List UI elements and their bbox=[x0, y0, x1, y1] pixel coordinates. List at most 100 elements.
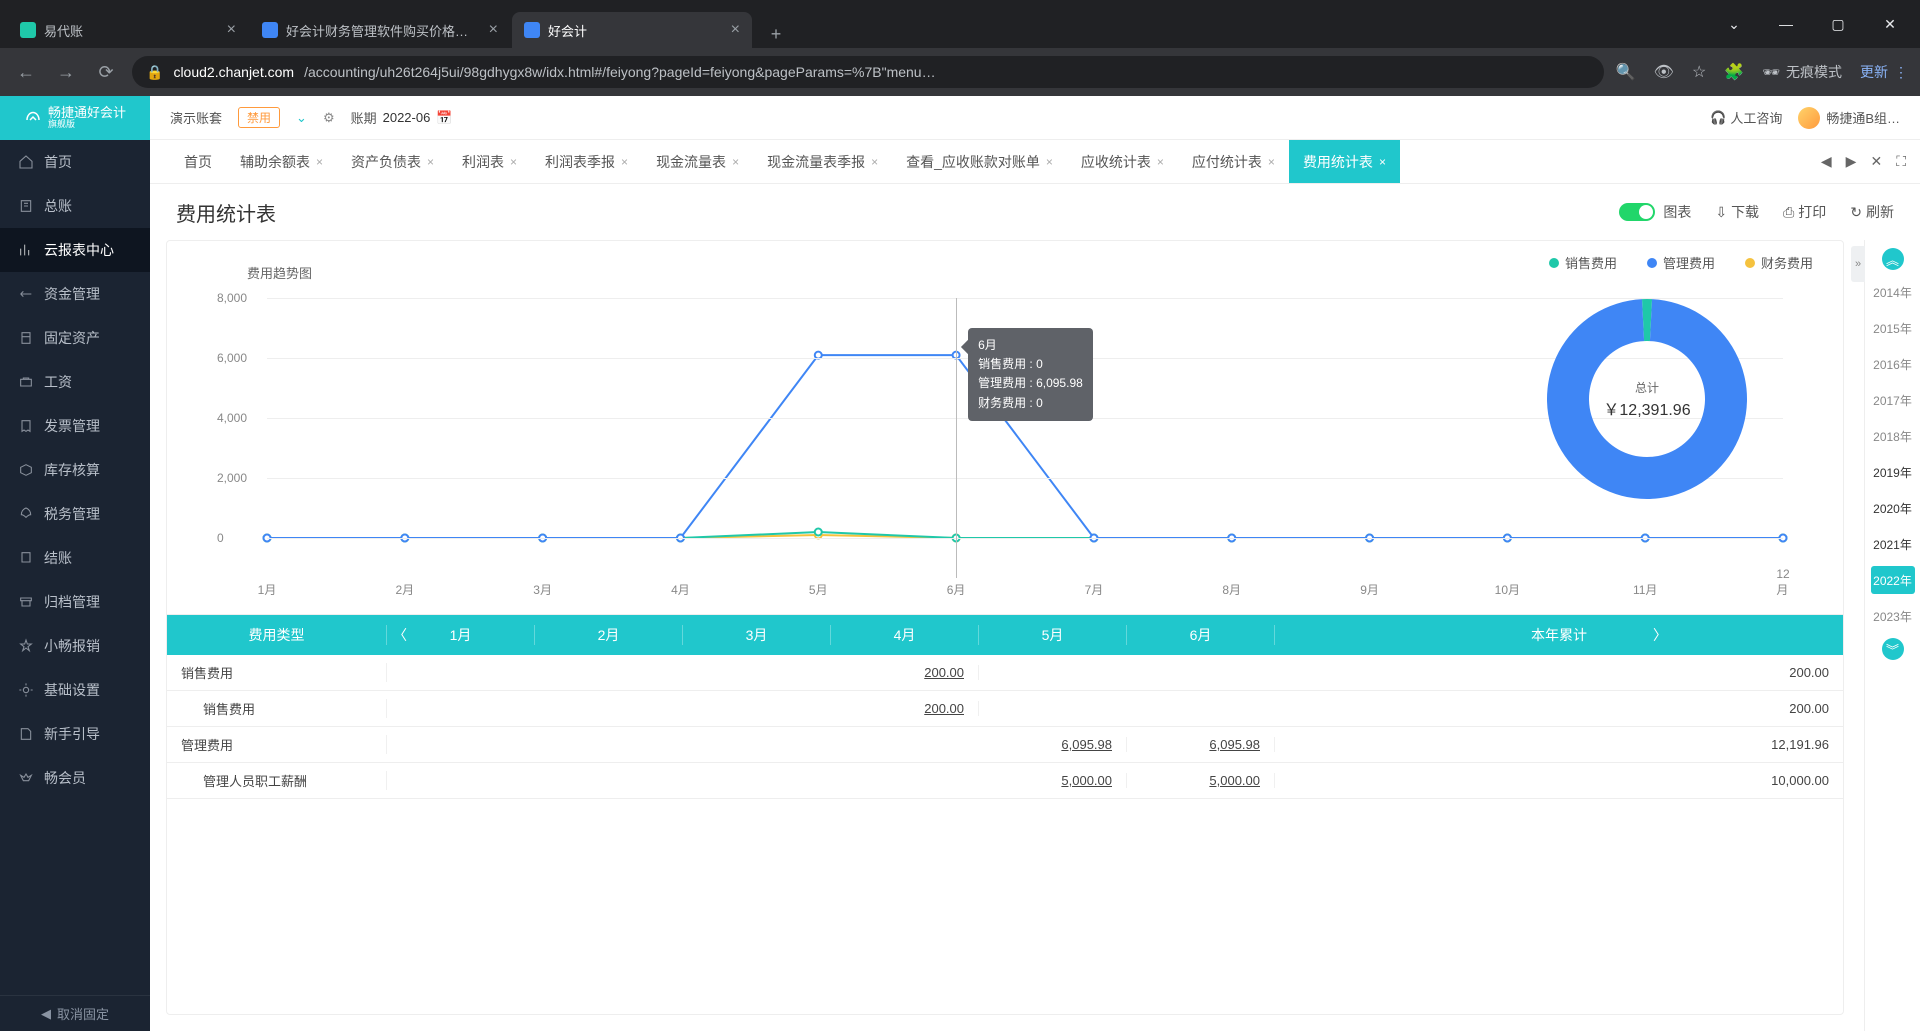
sidebar-item-home[interactable]: 首页 bbox=[0, 140, 150, 184]
apptab[interactable]: 应收统计表× bbox=[1067, 140, 1178, 183]
sidebar-item-stock[interactable]: 库存核算 bbox=[0, 448, 150, 492]
apptab-close-icon[interactable]: × bbox=[1268, 155, 1275, 169]
support-button[interactable]: 🎧 人工咨询 bbox=[1710, 108, 1782, 127]
row-cell[interactable]: 5,000.00 bbox=[979, 773, 1127, 788]
tab-close-icon[interactable]: × bbox=[731, 21, 740, 39]
table-prev-icon[interactable]: 〈 bbox=[387, 615, 413, 655]
sidebar-item-setting[interactable]: 基础设置 bbox=[0, 668, 150, 712]
period-value[interactable]: 2022-06 bbox=[383, 110, 431, 125]
year-button[interactable]: 2022年 bbox=[1871, 566, 1915, 594]
year-button[interactable]: 2017年 bbox=[1871, 386, 1915, 414]
apptab[interactable]: 费用统计表× bbox=[1289, 140, 1400, 183]
year-button[interactable]: 2018年 bbox=[1871, 422, 1915, 450]
year-button[interactable]: 2023年 bbox=[1871, 602, 1915, 630]
tabs-prev-icon[interactable]: ◀ bbox=[1821, 153, 1832, 170]
apptab[interactable]: 现金流量表季报× bbox=[753, 140, 892, 183]
address-bar[interactable]: 🔒 cloud2.chanjet.com /accounting/uh26t26… bbox=[132, 56, 1604, 88]
sidebar-item-promo[interactable]: 小畅报销 bbox=[0, 624, 150, 668]
apptab-close-icon[interactable]: × bbox=[427, 155, 434, 169]
update-button[interactable]: 更新 ⋮ bbox=[1860, 62, 1908, 82]
sidebar-item-close[interactable]: 结账 bbox=[0, 536, 150, 580]
browser-tab[interactable]: 易代账 × bbox=[8, 12, 248, 48]
legend-item[interactable]: 财务费用 bbox=[1745, 253, 1813, 272]
legend-item[interactable]: 销售费用 bbox=[1549, 253, 1617, 272]
download-button[interactable]: ⇩ 下载 bbox=[1715, 202, 1759, 222]
sidebar-item-ledger[interactable]: 总账 bbox=[0, 184, 150, 228]
y-axis-label: 8,000 bbox=[217, 291, 247, 305]
more-icon[interactable]: ⋮ bbox=[1894, 64, 1908, 81]
sidebar-item-archive[interactable]: 归档管理 bbox=[0, 580, 150, 624]
refresh-button[interactable]: ↻ 刷新 bbox=[1850, 202, 1894, 222]
browser-tab[interactable]: 好会计 × bbox=[512, 12, 752, 48]
year-scroll-down-icon[interactable]: ︾ bbox=[1882, 638, 1904, 660]
user-menu[interactable]: 畅捷通B组… bbox=[1798, 107, 1900, 129]
print-button[interactable]: ⎙ 打印 bbox=[1783, 202, 1826, 222]
row-cell[interactable]: 200.00 bbox=[831, 701, 979, 716]
apptab-close-icon[interactable]: × bbox=[1046, 155, 1053, 169]
apptab[interactable]: 利润表季报× bbox=[531, 140, 642, 183]
sidebar-item-tax[interactable]: 税务管理 bbox=[0, 492, 150, 536]
apptab[interactable]: 资产负债表× bbox=[337, 140, 448, 183]
table-next-icon[interactable]: 〉 bbox=[1647, 615, 1673, 655]
year-scroll-up-icon[interactable]: ︽ bbox=[1882, 248, 1904, 270]
legend-item[interactable]: 管理费用 bbox=[1647, 253, 1715, 272]
sidebar-item-report[interactable]: 云报表中心 bbox=[0, 228, 150, 272]
year-collapse-icon[interactable]: » bbox=[1851, 246, 1865, 282]
row-cell[interactable]: 6,095.98 bbox=[1127, 737, 1275, 752]
zoom-icon[interactable]: 🔍 bbox=[1616, 62, 1636, 82]
apptab-close-icon[interactable]: × bbox=[621, 155, 628, 169]
apptab[interactable]: 辅助余额表× bbox=[226, 140, 337, 183]
year-button[interactable]: 2020年 bbox=[1871, 494, 1915, 522]
calendar-icon[interactable]: 📅 bbox=[436, 110, 452, 126]
sidebar-item-vip[interactable]: 畅会员 bbox=[0, 756, 150, 800]
year-button[interactable]: 2015年 bbox=[1871, 314, 1915, 342]
star-icon[interactable]: ☆ bbox=[1692, 62, 1706, 82]
account-name[interactable]: 演示账套 bbox=[170, 108, 222, 127]
window-max-icon[interactable]: ▢ bbox=[1824, 16, 1852, 33]
window-close-icon[interactable]: ✕ bbox=[1876, 16, 1904, 33]
tab-close-icon[interactable]: × bbox=[227, 21, 236, 39]
apptab[interactable]: 应付统计表× bbox=[1178, 140, 1289, 183]
tabs-next-icon[interactable]: ▶ bbox=[1846, 153, 1857, 170]
sidebar-item-salary[interactable]: 工资 bbox=[0, 360, 150, 404]
sidebar-unpin[interactable]: ◀ 取消固定 bbox=[0, 995, 150, 1031]
year-button[interactable]: 2019年 bbox=[1871, 458, 1915, 486]
sidebar-item-guide[interactable]: 新手引导 bbox=[0, 712, 150, 756]
tabs-close-icon[interactable]: ✕ bbox=[1870, 153, 1882, 170]
apptab-close-icon[interactable]: × bbox=[1379, 155, 1386, 169]
row-cell[interactable]: 200.00 bbox=[831, 665, 979, 680]
pill-caret-icon[interactable]: ⌄ bbox=[296, 110, 307, 126]
apptab[interactable]: 现金流量表× bbox=[642, 140, 753, 183]
year-button[interactable]: 2014年 bbox=[1871, 278, 1915, 306]
window-chevron-icon[interactable]: ⌄ bbox=[1720, 16, 1748, 33]
apptab[interactable]: 查看_应收账款对账单× bbox=[892, 140, 1067, 183]
new-tab-button[interactable]: + bbox=[762, 20, 790, 48]
puzzle-icon[interactable]: 🧩 bbox=[1724, 62, 1744, 82]
nav-forward-icon[interactable]: → bbox=[52, 58, 80, 86]
apptab[interactable]: 利润表× bbox=[448, 140, 531, 183]
sidebar-item-fund[interactable]: 资金管理 bbox=[0, 272, 150, 316]
year-button[interactable]: 2021年 bbox=[1871, 530, 1915, 558]
gear-icon[interactable]: ⚙ bbox=[323, 110, 335, 126]
tabs-fullscreen-icon[interactable]: ⛶ bbox=[1896, 153, 1906, 170]
sidebar-item-asset[interactable]: 固定资产 bbox=[0, 316, 150, 360]
nav-reload-icon[interactable]: ⟳ bbox=[92, 58, 120, 86]
apptab-close-icon[interactable]: × bbox=[871, 155, 878, 169]
apptab-close-icon[interactable]: × bbox=[316, 155, 323, 169]
window-min-icon[interactable]: — bbox=[1772, 16, 1800, 32]
row-cell[interactable]: 6,095.98 bbox=[979, 737, 1127, 752]
row-cell[interactable]: 5,000.00 bbox=[1127, 773, 1275, 788]
disabled-pill[interactable]: 禁用 bbox=[238, 107, 280, 128]
nav-back-icon[interactable]: ← bbox=[12, 58, 40, 86]
sidebar-item-invoice[interactable]: 发票管理 bbox=[0, 404, 150, 448]
tab-close-icon[interactable]: × bbox=[489, 21, 498, 39]
apptab-close-icon[interactable]: × bbox=[732, 155, 739, 169]
apptab-close-icon[interactable]: × bbox=[1157, 155, 1164, 169]
eye-icon[interactable]: 👁 bbox=[1654, 62, 1674, 82]
apptab-close-icon[interactable]: × bbox=[510, 155, 517, 169]
app-logo[interactable]: 畅捷通好会计 旗舰版 bbox=[0, 96, 150, 140]
browser-tab[interactable]: 好会计财务管理软件购买价格及… × bbox=[250, 12, 510, 48]
apptab[interactable]: 首页 bbox=[170, 140, 226, 183]
chart-toggle[interactable] bbox=[1619, 203, 1655, 221]
year-button[interactable]: 2016年 bbox=[1871, 350, 1915, 378]
